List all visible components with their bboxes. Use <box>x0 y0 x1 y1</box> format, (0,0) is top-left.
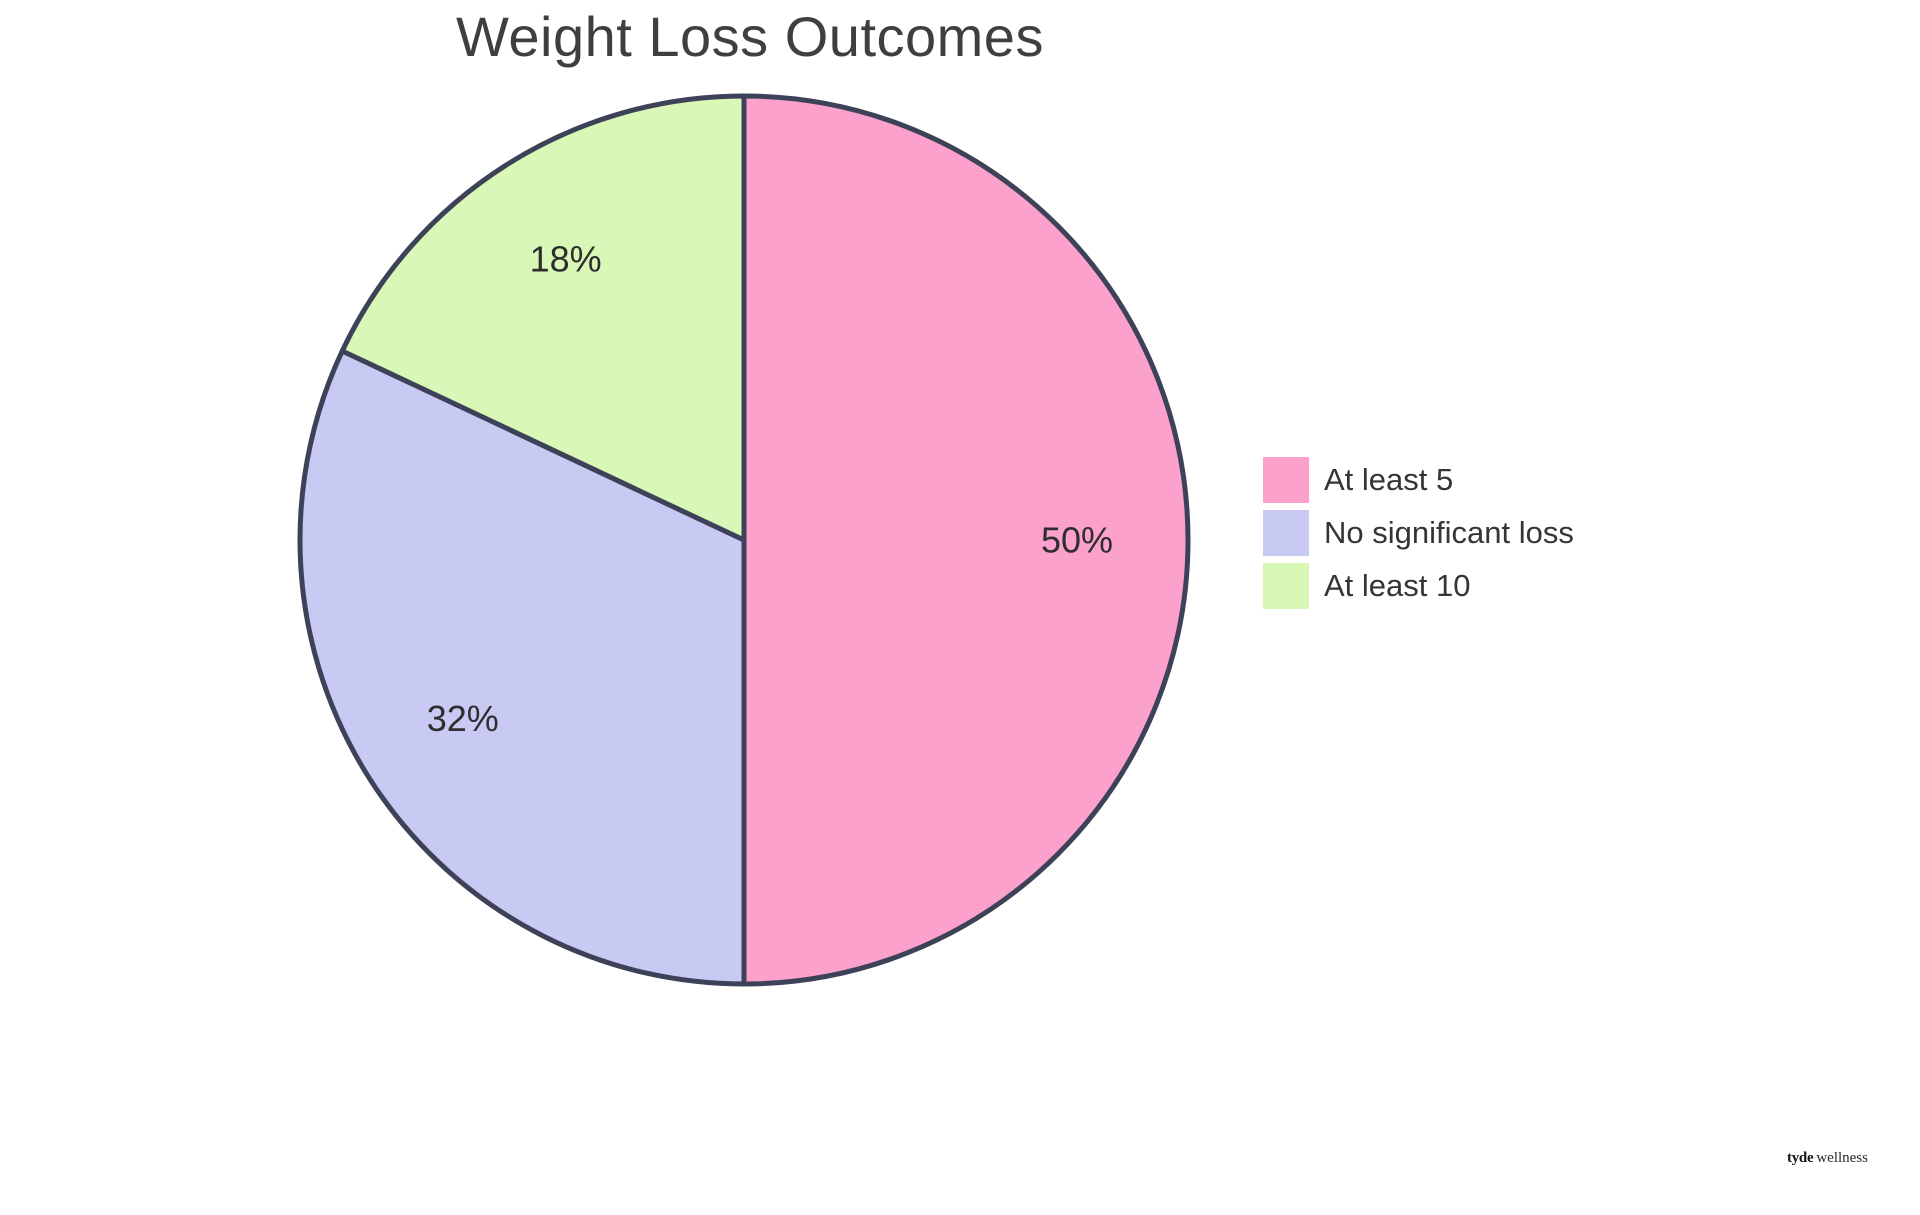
brand-watermark: tyde wellness <box>1787 1150 1868 1167</box>
slice-label-2: 18% <box>530 238 602 279</box>
brand-watermark-light: wellness <box>1816 1150 1868 1166</box>
pie-slice-0 <box>741 93 1191 987</box>
legend-swatch-0 <box>1263 457 1309 503</box>
chart-title: Weight Loss Outcomes <box>456 5 1044 68</box>
legend-item-label-2: At least 10 <box>1324 568 1471 603</box>
legend-item-0: At least 5 <box>1263 457 1574 503</box>
legend: At least 5 No significant loss At least 10 <box>1263 457 1574 616</box>
legend-swatch-1 <box>1263 510 1309 556</box>
pie-slice-1 <box>297 348 747 987</box>
legend-swatch-2 <box>1263 563 1309 609</box>
legend-item-label-0: At least 5 <box>1324 462 1454 497</box>
brand-watermark-bold: tyde <box>1787 1150 1814 1166</box>
legend-item-1: No significant loss <box>1263 510 1574 556</box>
legend-item-2: At least 10 <box>1263 563 1574 609</box>
legend-item-label-1: No significant loss <box>1324 515 1574 550</box>
slice-label-1: 32% <box>427 698 499 739</box>
slice-label-0: 50% <box>1041 520 1113 561</box>
pie-slice-2 <box>339 93 747 543</box>
